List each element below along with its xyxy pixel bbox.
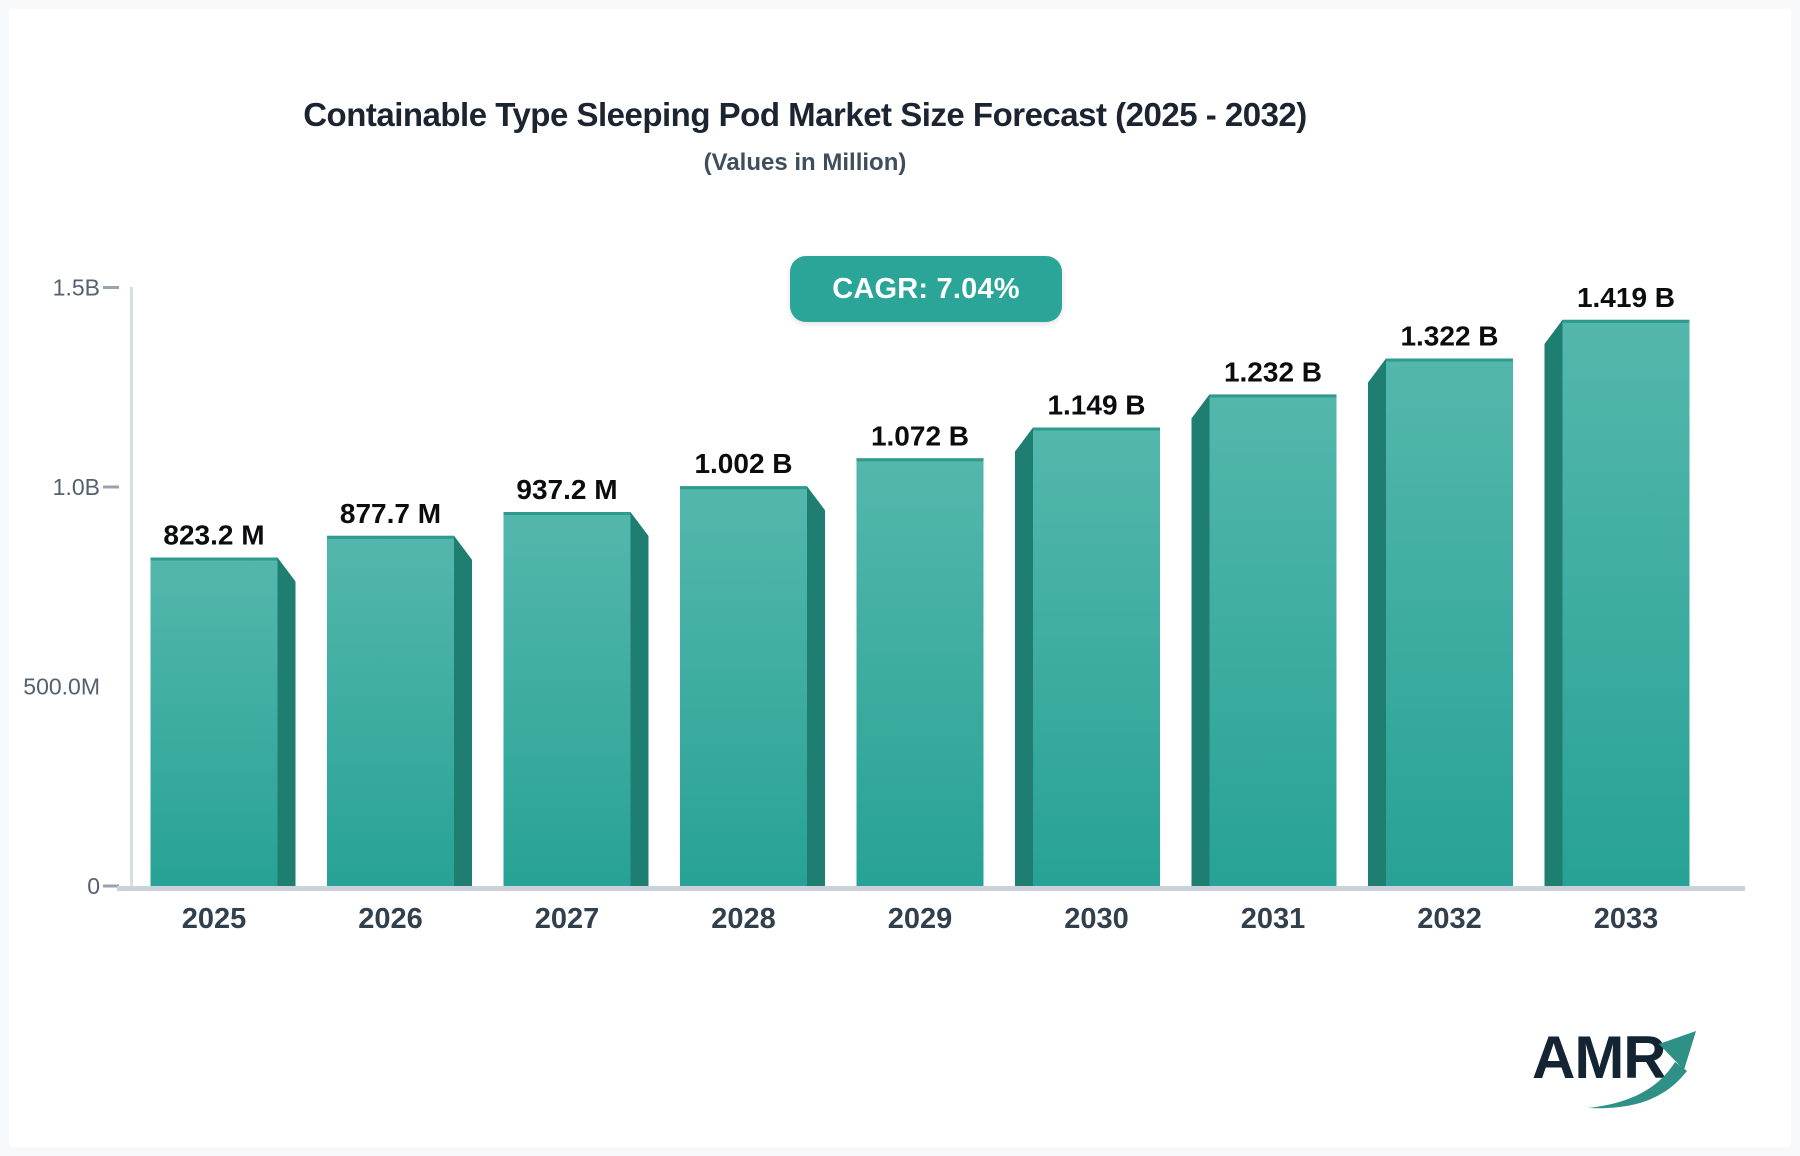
cagr-badge: CAGR: 7.04% xyxy=(790,256,1062,322)
bar-value-label: 1.322 B xyxy=(1400,321,1498,352)
bar-side-face xyxy=(1015,427,1033,886)
bar-top-edge xyxy=(150,557,278,561)
bar-face xyxy=(1562,319,1690,887)
bar-value-label: 1.232 B xyxy=(1224,356,1322,387)
bar-top-edge xyxy=(1209,394,1337,398)
bar-face xyxy=(1386,358,1513,887)
amr-logo-text: AMR xyxy=(1532,1024,1667,1091)
bar-side-face xyxy=(1191,394,1210,886)
bar-side-face xyxy=(1544,319,1563,887)
bar-side-face xyxy=(807,486,825,886)
bar-face xyxy=(327,535,454,886)
bar-value-label: 1.149 B xyxy=(1047,390,1145,421)
bar-face xyxy=(1209,394,1337,886)
bar-group-2030: 1.149 B 2030 xyxy=(1015,390,1160,935)
x-axis-label: 2033 xyxy=(1594,903,1659,935)
bar-side-face xyxy=(1368,358,1386,887)
bar-side-face xyxy=(277,557,296,886)
x-axis-label: 2029 xyxy=(888,903,953,935)
bar-value-label: 1.002 B xyxy=(694,448,792,479)
bar-side-face xyxy=(630,512,649,886)
bar-top-edge xyxy=(1386,358,1513,362)
bar-top-edge xyxy=(1562,319,1690,323)
bar-group-2032: 1.322 B 2032 xyxy=(1368,321,1513,935)
x-axis-line xyxy=(117,886,1745,891)
bar-value-label: 1.072 B xyxy=(871,420,969,451)
y-axis-tick-label: 0 xyxy=(87,873,100,899)
bar-face xyxy=(1033,427,1160,886)
y-axis-tick-label: 1.5B xyxy=(53,275,100,301)
bar-face xyxy=(150,557,278,886)
growth-arrow-icon xyxy=(1588,1031,1696,1109)
y-axis-tick-dash xyxy=(103,884,119,888)
bar-group-2033: 1.419 B 2033 xyxy=(1544,282,1690,935)
y-axis-tick-label: 500.0M xyxy=(23,674,100,700)
page-title: Containable Type Sleeping Pod Market Siz… xyxy=(303,96,1307,133)
x-axis-label: 2030 xyxy=(1064,903,1129,935)
bar-top-edge xyxy=(327,535,454,539)
x-axis-label: 2028 xyxy=(711,903,776,935)
chart-subtitle: (Values in Million) xyxy=(703,149,907,176)
amr-logo: AMR xyxy=(1532,1028,1732,1128)
y-axis-tick-label: 1.0B xyxy=(53,474,100,500)
y-axis-tick-dash xyxy=(103,286,119,289)
y-axis-tick-dash xyxy=(103,485,119,489)
bar-group-2027: 937.2 M 2027 xyxy=(503,474,649,935)
bar-value-label: 937.2 M xyxy=(516,474,617,505)
bar-face xyxy=(680,486,807,886)
y-axis-line xyxy=(130,287,133,886)
bar-top-edge xyxy=(680,486,807,490)
x-axis-label: 2032 xyxy=(1417,903,1482,935)
bar-group-2025: 823.2 M 2025 xyxy=(150,520,296,935)
bar-top-edge xyxy=(856,458,984,462)
bar-top-edge xyxy=(1033,427,1160,431)
bar-face xyxy=(856,458,984,886)
bar-face xyxy=(503,512,631,886)
bar-side-face xyxy=(454,535,472,886)
bar-group-2031: 1.232 B 2031 xyxy=(1191,356,1337,935)
x-axis-label: 2025 xyxy=(182,903,247,935)
x-axis-label: 2031 xyxy=(1241,903,1306,935)
bar-group-2026: 877.7 M 2026 xyxy=(327,498,472,935)
bar-group-2028: 1.002 B 2028 xyxy=(680,448,825,935)
bar-value-label: 823.2 M xyxy=(163,520,264,551)
cagr-badge-label: CAGR: 7.04% xyxy=(832,272,1020,305)
x-axis-label: 2026 xyxy=(358,903,423,935)
x-axis-label: 2027 xyxy=(535,903,600,935)
bar-top-edge xyxy=(503,512,631,516)
bar-value-label: 1.419 B xyxy=(1577,282,1675,313)
bar-group-2029: 1.072 B 2029 xyxy=(856,420,984,935)
bar-value-label: 877.7 M xyxy=(340,498,441,529)
